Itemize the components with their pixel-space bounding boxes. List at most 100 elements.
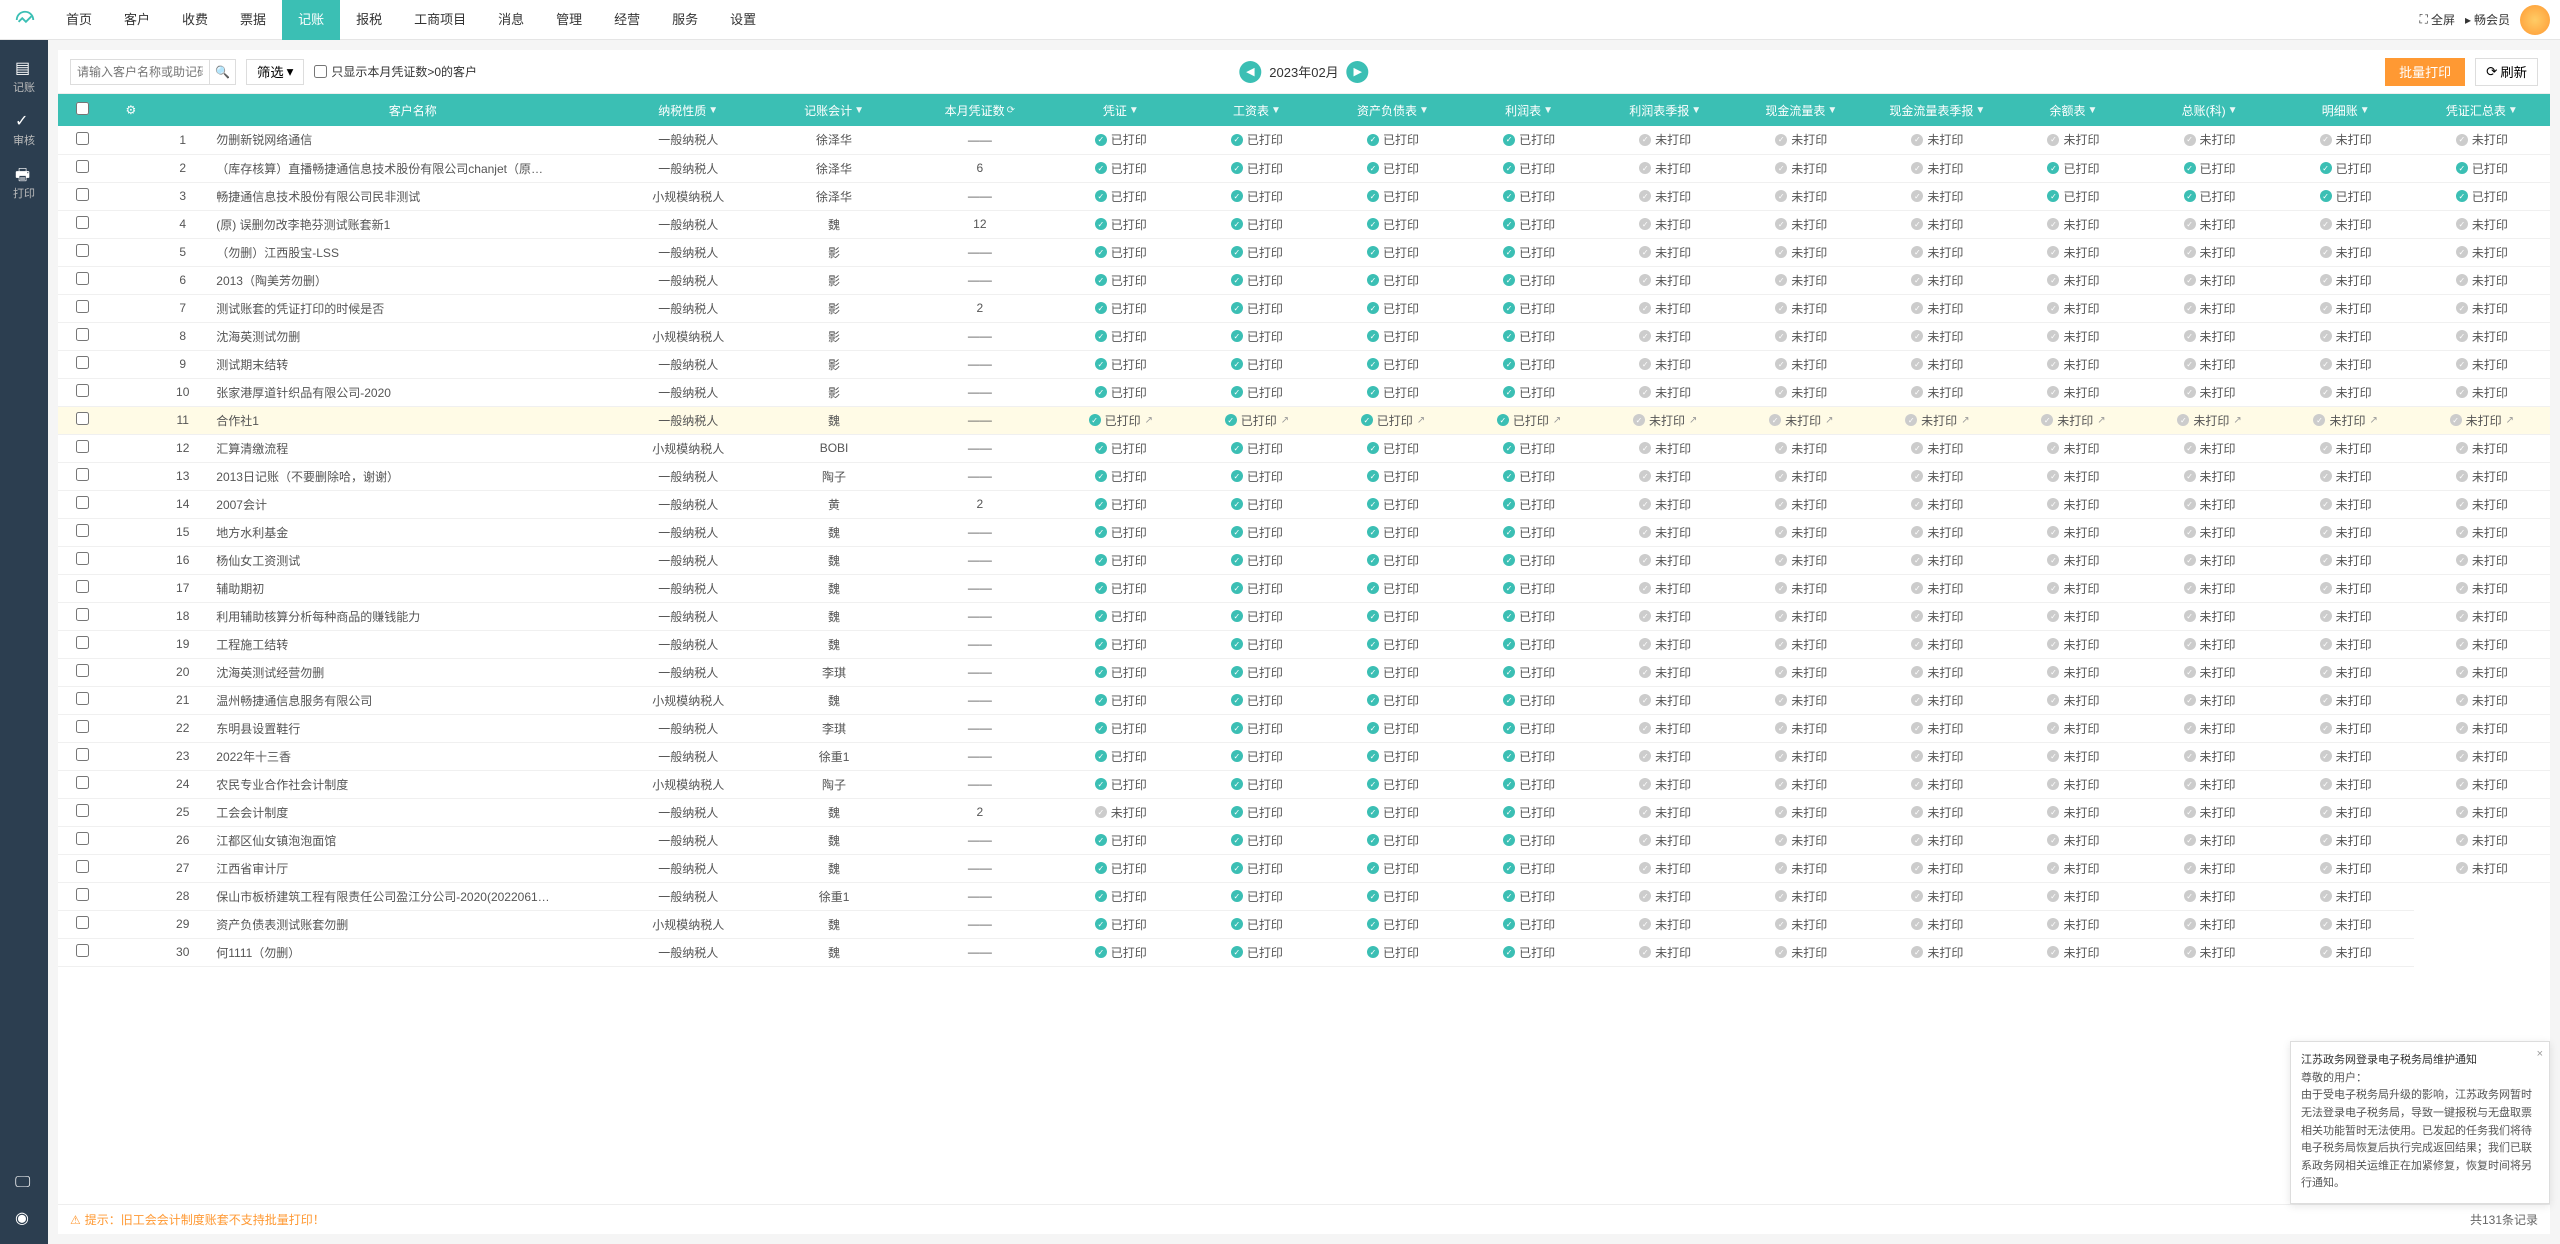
row-name[interactable]: 东明县设置鞋行: [210, 714, 615, 742]
status-cell[interactable]: ✓未打印: [1869, 126, 2005, 154]
status-cell[interactable]: ✓未打印: [2142, 770, 2278, 798]
row-checkbox[interactable]: [76, 720, 89, 733]
row-checkbox[interactable]: [76, 832, 89, 845]
status-cell[interactable]: ✓未打印: [2414, 658, 2550, 686]
status-cell[interactable]: ✓未打印: [2278, 322, 2414, 350]
status-cell[interactable]: ✓已打印: [1189, 322, 1325, 350]
status-cell[interactable]: ✓已打印↗: [1189, 406, 1325, 434]
row-name[interactable]: 保山市板桥建筑工程有限责任公司盈江分公司-2020(2022061…: [210, 882, 615, 910]
status-cell[interactable]: ✓已打印: [1461, 882, 1597, 910]
status-cell[interactable]: ✓未打印: [2142, 462, 2278, 490]
status-cell[interactable]: ✓未打印: [1597, 798, 1733, 826]
status-cell[interactable]: ✓未打印: [2414, 490, 2550, 518]
status-cell[interactable]: ✓未打印: [2142, 350, 2278, 378]
row-checkbox[interactable]: [76, 552, 89, 565]
status-cell[interactable]: ✓未打印: [2414, 770, 2550, 798]
status-cell[interactable]: ✓已打印: [2278, 182, 2414, 210]
col-cnt[interactable]: 本月凭证数⟳: [907, 94, 1053, 126]
status-cell[interactable]: ✓未打印: [2142, 126, 2278, 154]
status-cell[interactable]: ✓未打印: [1869, 686, 2005, 714]
table-row[interactable]: 1勿删新锐网络通信一般纳税人徐泽华——✓已打印✓已打印✓已打印✓已打印✓未打印✓…: [58, 126, 2550, 154]
fullscreen-button[interactable]: ⛶全屏: [2420, 11, 2455, 28]
status-cell[interactable]: ✓已打印: [1325, 602, 1461, 630]
col-s9[interactable]: 总账(科)▼: [2142, 94, 2278, 126]
table-row[interactable]: 30何1111（勿删）一般纳税人魏——✓已打印✓已打印✓已打印✓已打印✓未打印✓…: [58, 938, 2550, 966]
status-cell[interactable]: ✓未打印: [1869, 546, 2005, 574]
status-cell[interactable]: ✓未打印: [2005, 322, 2141, 350]
status-cell[interactable]: ✓未打印: [2414, 798, 2550, 826]
status-cell[interactable]: ✓未打印↗: [1869, 406, 2005, 434]
status-cell[interactable]: ✓已打印: [1461, 546, 1597, 574]
row-name[interactable]: 江都区仙女镇泡泡面馆: [210, 826, 615, 854]
status-cell[interactable]: ✓未打印: [1733, 882, 1869, 910]
status-cell[interactable]: ✓已打印: [1461, 294, 1597, 322]
status-cell[interactable]: ✓未打印: [1597, 350, 1733, 378]
status-cell[interactable]: ✓未打印: [2414, 630, 2550, 658]
status-cell[interactable]: ✓已打印: [1053, 210, 1189, 238]
status-cell[interactable]: ✓未打印: [2278, 938, 2414, 966]
status-cell[interactable]: ✓未打印: [1733, 350, 1869, 378]
status-cell[interactable]: ✓已打印: [1189, 266, 1325, 294]
sidebar-bottom-headset[interactable]: ◉: [0, 1200, 48, 1234]
status-cell[interactable]: ✓已打印: [1325, 574, 1461, 602]
status-cell[interactable]: ✓未打印: [2142, 294, 2278, 322]
notification-close-button[interactable]: ×: [2537, 1046, 2543, 1064]
status-cell[interactable]: ✓已打印: [1461, 686, 1597, 714]
status-cell[interactable]: ✓未打印: [2414, 742, 2550, 770]
status-cell[interactable]: ✓未打印: [2005, 630, 2141, 658]
status-cell[interactable]: ✓未打印: [1733, 238, 1869, 266]
row-name[interactable]: 辅助期初: [210, 574, 615, 602]
status-cell[interactable]: ✓未打印: [1733, 322, 1869, 350]
status-cell[interactable]: ✓未打印: [1869, 266, 2005, 294]
status-cell[interactable]: ✓未打印: [2005, 770, 2141, 798]
status-cell[interactable]: ✓未打印: [1869, 882, 2005, 910]
status-cell[interactable]: ✓已打印: [1461, 826, 1597, 854]
status-cell[interactable]: ✓未打印: [2414, 434, 2550, 462]
status-cell[interactable]: ✓已打印: [1053, 322, 1189, 350]
status-cell[interactable]: ✓未打印: [1869, 322, 2005, 350]
status-cell[interactable]: ✓未打印: [2142, 378, 2278, 406]
status-cell[interactable]: ✓未打印: [1869, 350, 2005, 378]
row-name[interactable]: 温州畅捷通信息服务有限公司: [210, 686, 615, 714]
status-cell[interactable]: ✓未打印: [1869, 630, 2005, 658]
status-cell[interactable]: ✓未打印: [2414, 602, 2550, 630]
status-cell[interactable]: ✓未打印↗: [2414, 406, 2550, 434]
only-show-checkbox[interactable]: [314, 65, 327, 78]
row-name[interactable]: 何1111（勿删）: [210, 938, 615, 966]
status-cell[interactable]: ✓未打印: [2414, 210, 2550, 238]
status-cell[interactable]: ✓未打印: [2414, 126, 2550, 154]
status-cell[interactable]: ✓未打印: [2278, 294, 2414, 322]
status-cell[interactable]: ✓未打印: [2278, 686, 2414, 714]
status-cell[interactable]: ✓未打印: [2278, 714, 2414, 742]
table-row[interactable]: 18利用辅助核算分析每种商品的赚钱能力一般纳税人魏——✓已打印✓已打印✓已打印✓…: [58, 602, 2550, 630]
date-prev-button[interactable]: ◀: [1239, 61, 1261, 83]
status-cell[interactable]: ✓已打印: [1325, 182, 1461, 210]
status-cell[interactable]: ✓已打印: [1461, 350, 1597, 378]
status-cell[interactable]: ✓未打印: [1597, 210, 1733, 238]
col-s11[interactable]: 凭证汇总表▼: [2414, 94, 2550, 126]
status-cell[interactable]: ✓已打印: [1189, 910, 1325, 938]
status-cell[interactable]: ✓已打印: [1053, 686, 1189, 714]
status-cell[interactable]: ✓已打印: [1189, 182, 1325, 210]
status-cell[interactable]: ✓未打印: [1869, 462, 2005, 490]
status-cell[interactable]: ✓未打印: [2414, 350, 2550, 378]
status-cell[interactable]: ✓未打印: [2005, 574, 2141, 602]
status-cell[interactable]: ✓未打印: [1597, 630, 1733, 658]
table-row[interactable]: 8沈海英测试勿删小规模纳税人影——✓已打印✓已打印✓已打印✓已打印✓未打印✓未打…: [58, 322, 2550, 350]
status-cell[interactable]: ✓已打印: [1189, 770, 1325, 798]
row-name[interactable]: 沈海英测试经营勿删: [210, 658, 615, 686]
status-cell[interactable]: ✓未打印: [2414, 294, 2550, 322]
status-cell[interactable]: ✓未打印: [1869, 826, 2005, 854]
col-s10[interactable]: 明细账▼: [2278, 94, 2414, 126]
status-cell[interactable]: ✓已打印: [1325, 462, 1461, 490]
status-cell[interactable]: ✓未打印: [1869, 434, 2005, 462]
status-cell[interactable]: ✓未打印: [2142, 854, 2278, 882]
row-checkbox[interactable]: [76, 272, 89, 285]
table-row[interactable]: 19工程施工结转一般纳税人魏——✓已打印✓已打印✓已打印✓已打印✓未打印✓未打印…: [58, 630, 2550, 658]
status-cell[interactable]: ✓未打印: [1733, 574, 1869, 602]
sidebar-item-book[interactable]: ▤记账: [0, 50, 48, 103]
status-cell[interactable]: ✓已打印: [1461, 266, 1597, 294]
status-cell[interactable]: ✓未打印: [2005, 910, 2141, 938]
status-cell[interactable]: ✓已打印: [1053, 714, 1189, 742]
row-name[interactable]: 合作社1: [210, 406, 615, 434]
